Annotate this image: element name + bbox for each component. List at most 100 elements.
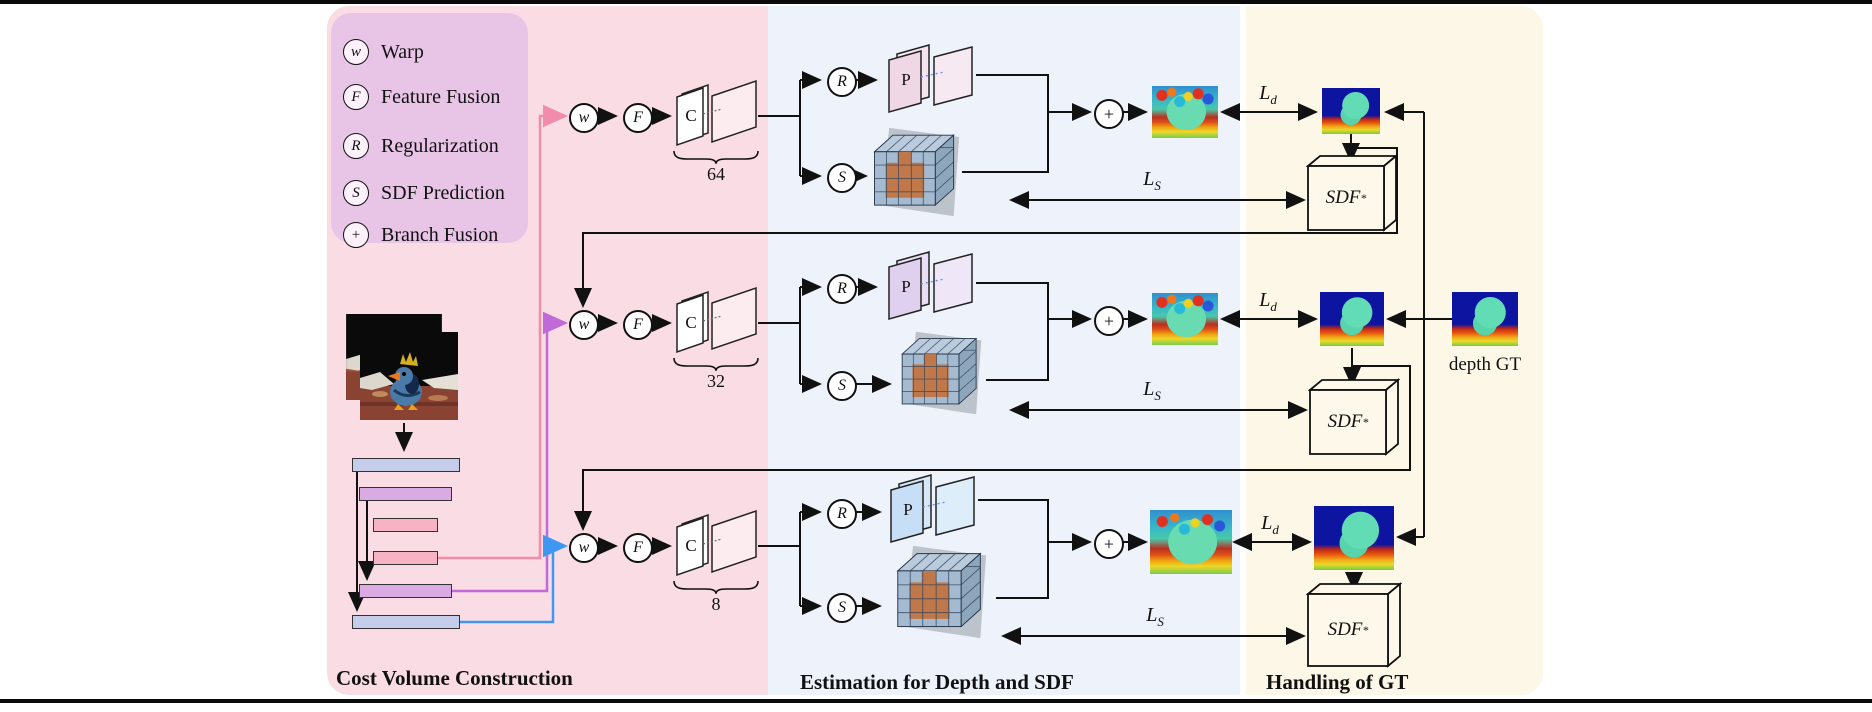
scale-label-32: 32 — [707, 371, 725, 391]
loss-sub: S — [1157, 614, 1164, 629]
cost-volume-label: C — [685, 106, 697, 125]
depth-loss-label: Ld — [1248, 512, 1292, 538]
feature-bar-level3 — [373, 518, 438, 532]
loss-base: L — [1143, 378, 1155, 400]
sdf-gt-box — [1306, 154, 1398, 232]
predicted-depth-map — [1150, 510, 1232, 574]
warp-node: w — [569, 533, 599, 563]
sdf-voxel-grid — [894, 330, 986, 416]
sdf-prediction-node: S — [827, 593, 857, 623]
probability-volume-label: P — [903, 500, 913, 519]
sdf-star-base: SDF — [1327, 411, 1363, 432]
regularization-node: R — [827, 499, 857, 529]
sdf-star-sup: * — [1362, 414, 1369, 429]
sdf-star-base: SDF — [1325, 187, 1361, 208]
feature-bar-level5 — [359, 584, 452, 598]
gt-depth-map — [1320, 292, 1384, 346]
loss-base: L — [1259, 289, 1271, 311]
branch-fusion-node: + — [1094, 306, 1124, 336]
predicted-depth-map — [1152, 86, 1218, 138]
panel-title-cost-volume: Cost Volume Construction — [336, 666, 573, 690]
feature-fusion-node: F — [623, 533, 653, 563]
sdf-loss-label: LS — [1133, 604, 1177, 630]
probability-volume-glyph — [884, 250, 976, 324]
legend-label: Feature Fusion — [381, 85, 501, 108]
cost-volume-glyph — [672, 78, 760, 148]
loss-sub: S — [1154, 388, 1161, 403]
sdf-loss-label: LS — [1130, 168, 1174, 194]
branch-fusion-node: + — [1094, 529, 1124, 559]
loss-base: L — [1146, 604, 1158, 626]
legend-label: Regularization — [381, 134, 499, 157]
regularization-icon: R — [343, 133, 369, 159]
sdf-gt-label: SDF * — [1308, 594, 1388, 666]
legend-label: SDF Prediction — [381, 181, 505, 204]
depth-loss-label: Ld — [1246, 289, 1290, 315]
feature-bar-level6 — [352, 615, 460, 629]
probability-volume-glyph — [886, 473, 978, 547]
regularization-node: R — [827, 67, 857, 97]
legend-item-regularization: R Regularization — [343, 133, 499, 159]
predicted-depth-map — [1152, 293, 1218, 345]
scale-label-64: 64 — [707, 164, 725, 184]
feature-bar-level1 — [352, 458, 460, 472]
probability-volume-label: P — [901, 70, 911, 89]
feature-fusion-node: F — [623, 310, 653, 340]
warp-node: w — [569, 103, 599, 133]
scale-label-8: 8 — [711, 594, 721, 614]
sdf-star-sup: * — [1360, 190, 1367, 205]
branch-fusion-icon: + — [343, 222, 369, 248]
cost-volume-glyph — [672, 508, 760, 578]
probability-volume-label: P — [901, 277, 911, 296]
branch-fusion-node: + — [1094, 99, 1124, 129]
legend-box: w Warp F Feature Fusion R Regularization… — [331, 13, 528, 248]
brace — [672, 150, 760, 164]
loss-sub: d — [1272, 522, 1279, 537]
depth-loss-label: Ld — [1246, 82, 1290, 108]
feature-fusion-icon: F — [343, 84, 369, 110]
cost-volume-label: C — [685, 313, 697, 332]
loss-base: L — [1143, 168, 1155, 190]
cost-volume-label: C — [685, 536, 697, 555]
sdf-prediction-icon: S — [343, 180, 369, 206]
legend-item-feature-fusion: F Feature Fusion — [343, 84, 500, 110]
legend-item-warp: w Warp — [343, 39, 424, 65]
sdf-loss-label: LS — [1130, 378, 1174, 404]
panel-title-handling-gt: Handling of GT — [1266, 670, 1409, 694]
gt-depth-map — [1314, 506, 1394, 570]
sdf-prediction-node: S — [827, 371, 857, 401]
sdf-gt-box — [1306, 582, 1402, 668]
depth-gt-caption: depth GT — [1448, 354, 1522, 375]
panel-title-estimation: Estimation for Depth and SDF — [800, 670, 1074, 694]
depth-gt-source-image — [1452, 292, 1518, 346]
top-border-bar — [0, 0, 1872, 4]
feature-bar-level4 — [373, 551, 438, 565]
warp-icon: w — [343, 39, 369, 65]
bottom-border-bar — [0, 699, 1872, 703]
sdf-voxel-grid — [884, 544, 996, 640]
sdf-gt-label: SDF * — [1310, 390, 1386, 454]
loss-base: L — [1261, 512, 1273, 534]
sdf-voxel-grid — [868, 126, 962, 218]
regularization-node: R — [827, 274, 857, 304]
loss-base: L — [1259, 82, 1271, 104]
sdf-gt-box — [1308, 378, 1400, 456]
sdf-prediction-node: S — [827, 163, 857, 193]
feature-bar-level2 — [359, 487, 452, 501]
legend-label: Branch Fusion — [381, 223, 499, 246]
sdf-gt-label: SDF * — [1308, 166, 1384, 230]
sdf-star-base: SDF — [1327, 619, 1363, 640]
legend-item-sdf-prediction: S SDF Prediction — [343, 180, 505, 206]
loss-sub: S — [1154, 178, 1161, 193]
loss-sub: d — [1270, 92, 1277, 107]
gt-depth-map — [1322, 88, 1380, 134]
brace — [672, 580, 760, 594]
legend-label: Warp — [381, 40, 424, 63]
input-image-front — [360, 332, 458, 420]
sdf-star-sup: * — [1362, 622, 1369, 637]
warp-node: w — [569, 310, 599, 340]
brace — [672, 357, 760, 371]
probability-volume-glyph — [884, 43, 976, 117]
